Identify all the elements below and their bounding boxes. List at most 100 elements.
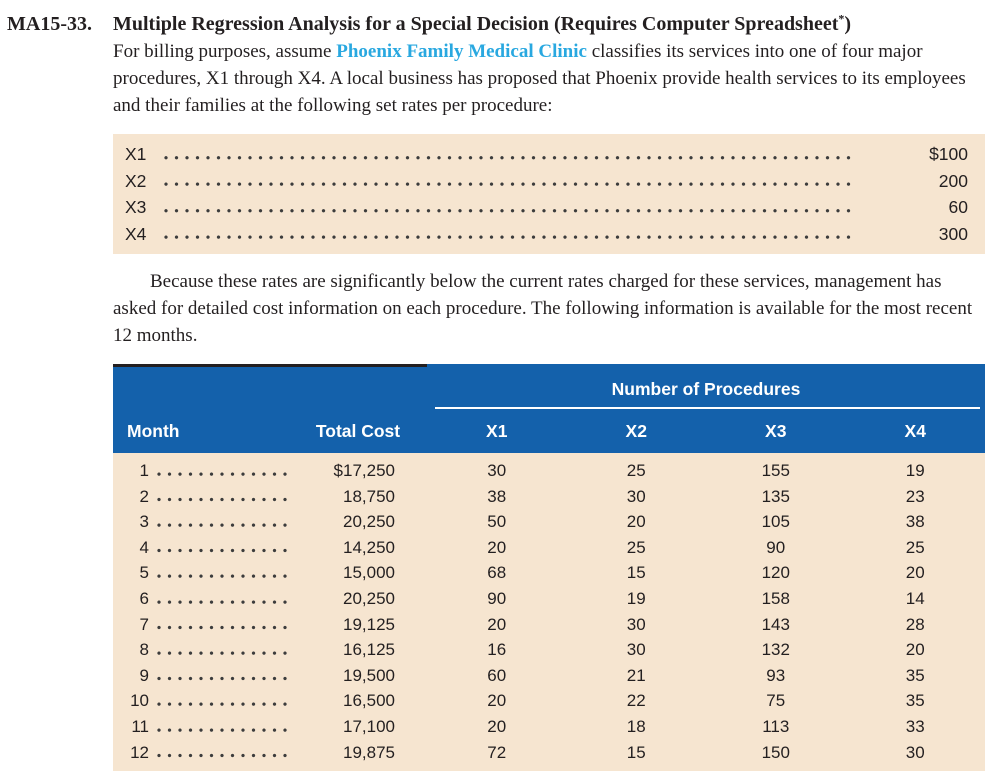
cell-x1: 20 bbox=[487, 614, 507, 634]
cell-x2: 30 bbox=[626, 486, 646, 506]
problem-title: Multiple Regression Analysis for a Speci… bbox=[113, 10, 985, 38]
column-header-x1: X1 bbox=[486, 420, 508, 441]
dot-leader bbox=[156, 509, 293, 535]
cell-x3: 105 bbox=[761, 512, 790, 532]
cell-x1: 50 bbox=[487, 512, 507, 532]
rate-row: X3 60 bbox=[125, 194, 968, 221]
cell-month: 3 bbox=[113, 509, 299, 535]
cell-x1: 72 bbox=[487, 742, 507, 762]
cell-x4: 35 bbox=[905, 691, 925, 711]
cell-month: 7 bbox=[113, 611, 299, 638]
cell-total-cost: 18,750 bbox=[343, 486, 395, 506]
cell-x2: 19 bbox=[626, 588, 646, 608]
dot-leader bbox=[156, 483, 293, 510]
table-header-top-row: Number of Procedures bbox=[113, 364, 985, 409]
cell-month: 1 bbox=[113, 458, 299, 484]
cell-x3: 143 bbox=[761, 614, 790, 634]
cell-total-cost: 20,250 bbox=[343, 588, 395, 608]
cell-total-cost: 15,000 bbox=[343, 563, 395, 583]
cell-x3: 75 bbox=[766, 691, 786, 711]
dot-leader bbox=[156, 713, 293, 740]
rate-procedure-label: X3 bbox=[125, 197, 147, 217]
cell-x3: 150 bbox=[761, 742, 790, 762]
rate-row: X1 $100 bbox=[125, 141, 968, 168]
cell-x4: 14 bbox=[905, 588, 925, 608]
cell-x2: 18 bbox=[626, 716, 646, 736]
cell-month: 10 bbox=[113, 688, 299, 714]
table-row: 7 19,125 20 30 143 28 bbox=[113, 611, 985, 638]
rate-procedure-label: X4 bbox=[125, 223, 147, 244]
column-header-x2: X2 bbox=[625, 420, 647, 441]
cell-x3: 93 bbox=[766, 665, 786, 685]
cell-x1: 20 bbox=[487, 691, 507, 711]
problem-content: Multiple Regression Analysis for a Speci… bbox=[113, 10, 985, 771]
cell-x4: 25 bbox=[905, 537, 925, 557]
month-number: 12 bbox=[130, 742, 149, 762]
cell-x1: 60 bbox=[487, 665, 507, 685]
column-header-x4: X4 bbox=[904, 420, 926, 441]
cell-x1: 90 bbox=[487, 588, 507, 608]
cell-x3: 155 bbox=[761, 461, 790, 480]
dot-leader bbox=[163, 141, 854, 168]
cell-total-cost: 16,125 bbox=[343, 640, 395, 660]
cell-month: 4 bbox=[113, 534, 299, 561]
table-row: 5 15,000 68 15 120 20 bbox=[113, 560, 985, 586]
dot-leader bbox=[156, 662, 293, 689]
column-header-x3: X3 bbox=[765, 420, 787, 441]
cell-month: 9 bbox=[113, 662, 299, 689]
month-number: 2 bbox=[139, 486, 149, 506]
cell-x3: 132 bbox=[761, 640, 790, 660]
cell-x4: 28 bbox=[905, 614, 925, 634]
cell-x4: 38 bbox=[905, 512, 925, 532]
dot-leader bbox=[156, 585, 293, 612]
month-number: 4 bbox=[139, 537, 149, 557]
dot-leader bbox=[156, 637, 293, 663]
month-number: 1 bbox=[139, 461, 149, 480]
dot-leader bbox=[156, 560, 293, 586]
dot-leader bbox=[156, 534, 293, 561]
cell-x2: 22 bbox=[626, 691, 646, 711]
cell-x3: 113 bbox=[762, 716, 790, 736]
cell-x1: 68 bbox=[487, 563, 507, 583]
dot-leader bbox=[163, 194, 854, 221]
problem-number: MA15-33. bbox=[7, 13, 92, 35]
cell-x2: 30 bbox=[626, 614, 646, 634]
table-row: 6 20,250 90 19 158 14 bbox=[113, 585, 985, 612]
month-number: 5 bbox=[139, 563, 149, 583]
intro-text-before: For billing purposes, assume bbox=[113, 41, 337, 62]
table-header: Number of Procedures Month Total Cost X1… bbox=[113, 364, 985, 453]
cell-x1: 30 bbox=[487, 461, 507, 480]
column-header-month: Month bbox=[127, 420, 180, 441]
cell-x4: 30 bbox=[905, 742, 925, 762]
span-header-label: Number of Procedures bbox=[611, 379, 801, 399]
dot-leader bbox=[156, 611, 293, 638]
table-row: 2 18,750 38 30 135 23 bbox=[113, 483, 985, 510]
rate-amount: 200 bbox=[938, 170, 968, 191]
cell-total-cost: 16,500 bbox=[343, 691, 395, 711]
dot-leader bbox=[156, 458, 293, 484]
table-row: 9 19,500 60 21 93 35 bbox=[113, 662, 985, 689]
rate-amount: $100 bbox=[929, 144, 968, 164]
month-number: 7 bbox=[139, 614, 149, 634]
table-row: 1 $17,250 30 25 155 19 bbox=[113, 458, 985, 484]
table-row: 10 16,500 20 22 75 35 bbox=[113, 688, 985, 714]
table-header-stub bbox=[113, 364, 427, 409]
cell-total-cost: 19,500 bbox=[343, 665, 395, 685]
rate-row: X2 200 bbox=[125, 167, 968, 194]
cell-x1: 38 bbox=[487, 486, 507, 506]
month-number: 6 bbox=[139, 588, 149, 608]
table-row: 11 17,100 20 18 113 33 bbox=[113, 713, 985, 740]
cell-month: 2 bbox=[113, 483, 299, 510]
cell-x1: 16 bbox=[487, 640, 507, 660]
month-number: 3 bbox=[139, 512, 149, 532]
rate-procedure-label: X1 bbox=[125, 144, 147, 164]
cell-total-cost: 19,125 bbox=[343, 614, 395, 634]
cell-x2: 15 bbox=[626, 742, 646, 762]
cell-x3: 90 bbox=[766, 537, 786, 557]
cell-x4: 33 bbox=[905, 716, 925, 736]
dot-leader bbox=[156, 739, 293, 766]
span-header-underline bbox=[435, 407, 980, 409]
cell-total-cost: 19,875 bbox=[343, 742, 395, 762]
cell-total-cost: $17,250 bbox=[333, 461, 395, 480]
